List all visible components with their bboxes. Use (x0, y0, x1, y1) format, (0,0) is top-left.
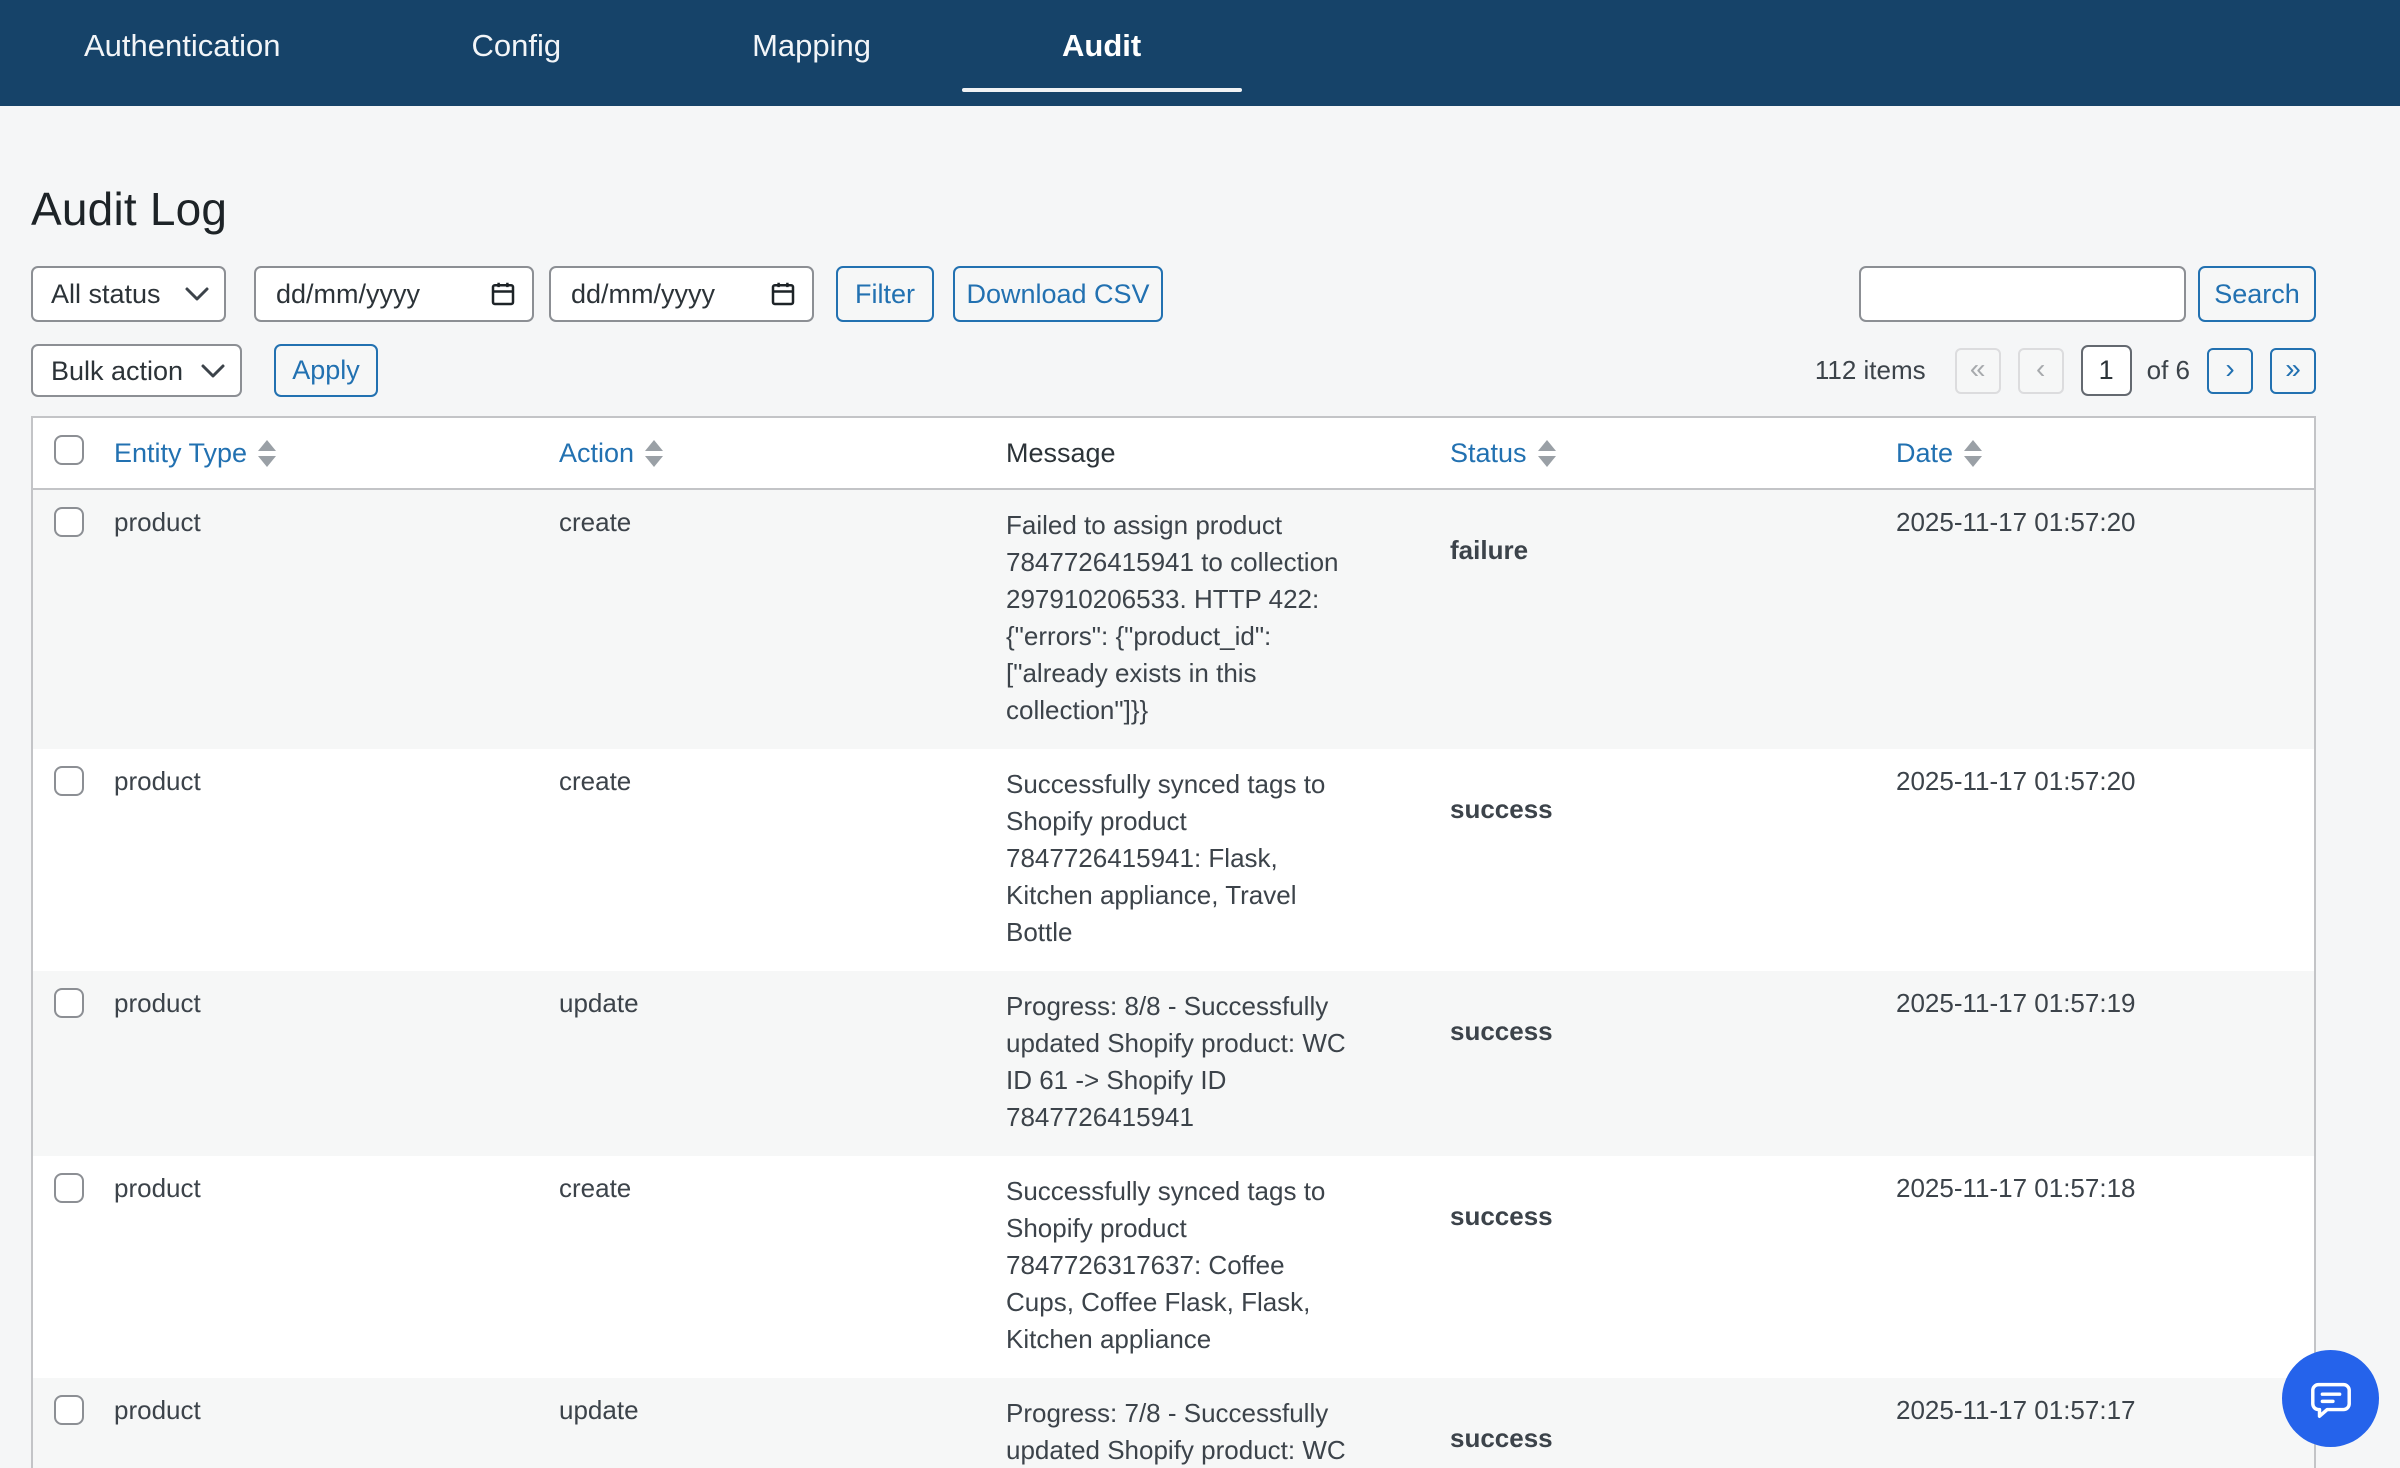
action-cell: create (559, 507, 632, 537)
audit-log-table: Entity Type Action Message Status (31, 416, 2316, 1468)
sort-icon (1537, 439, 1556, 467)
tab-authentication[interactable]: Authentication (84, 0, 280, 92)
current-page-input[interactable] (2080, 345, 2132, 396)
status-filter-select[interactable]: All status (31, 266, 226, 322)
tab-config[interactable]: Config (471, 0, 561, 92)
next-page-button[interactable]: › (2207, 347, 2253, 394)
tab-label: Mapping (752, 28, 872, 63)
bulk-actions-select-wrap: Bulk actions (31, 344, 242, 397)
status-badge: success (1450, 794, 1553, 824)
column-header-label: Entity Type (114, 437, 248, 468)
date-from-input[interactable] (254, 266, 534, 322)
column-header-label: Action (559, 437, 635, 468)
tab-mapping[interactable]: Mapping (752, 0, 871, 92)
date-to-field-wrap (549, 266, 814, 322)
last-page-button[interactable]: » (2270, 347, 2316, 394)
table-row: product update Progress: 8/8 - Successfu… (33, 971, 2314, 1156)
filters-toolbar: All status Filter Download CSV Search (31, 266, 2316, 322)
message-cell: Progress: 7/8 - Successfully updated Sho… (1006, 1398, 1346, 1465)
date-to-input[interactable] (549, 266, 814, 322)
first-page-button[interactable]: « (1954, 347, 2001, 394)
tab-audit[interactable]: Audit (1062, 0, 1141, 92)
total-pages-label: of 6 (2146, 355, 2190, 385)
column-header-entity-type[interactable]: Entity Type (114, 437, 277, 469)
bulk-actions-select[interactable]: Bulk actions (31, 344, 242, 397)
download-csv-button[interactable]: Download CSV (953, 266, 1163, 322)
action-cell: create (559, 1173, 632, 1203)
column-header-status[interactable]: Status (1450, 438, 1556, 469)
action-cell: create (559, 766, 632, 796)
status-badge: success (1450, 1201, 1553, 1231)
action-cell: update (559, 988, 639, 1018)
entity-type-cell: product (114, 1173, 201, 1203)
toolbar-spacer (1163, 266, 1859, 322)
entity-type-cell: product (114, 988, 201, 1018)
entity-type-cell: product (114, 507, 201, 537)
search-button[interactable]: Search (2198, 266, 2316, 322)
tab-label: Config (471, 28, 562, 63)
bulk-actions-bar: Bulk actions Apply 112 items « ‹ of 6 › … (31, 344, 2316, 397)
sort-icon (645, 439, 664, 467)
table-header-row: Entity Type Action Message Status (33, 418, 2314, 490)
previous-page-button[interactable]: ‹ (2017, 347, 2064, 394)
select-all-checkbox[interactable] (54, 434, 84, 465)
message-cell: Successfully synced tags to Shopify prod… (1006, 1176, 1326, 1354)
table-row: product update Progress: 7/8 - Successfu… (33, 1378, 2314, 1468)
row-checkbox[interactable] (54, 1395, 84, 1425)
row-checkbox[interactable] (54, 766, 84, 796)
column-header-date[interactable]: Date (1896, 437, 1983, 469)
filter-button[interactable]: Filter (836, 266, 934, 322)
message-cell: Progress: 8/8 - Successfully updated Sho… (1006, 991, 1346, 1132)
message-cell: Successfully synced tags to Shopify prod… (1006, 769, 1326, 947)
tab-label: Authentication (84, 28, 281, 63)
status-filter-select-wrap: All status (31, 266, 226, 322)
message-cell: Failed to assign product 7847726415941 t… (1006, 510, 1339, 725)
table-row: product create Failed to assign product … (33, 490, 2314, 749)
date-cell: 2025-11-17 01:57:18 (1896, 1173, 2136, 1203)
search-input[interactable] (1859, 266, 2186, 322)
sort-icon (258, 439, 277, 467)
page-title: Audit Log (31, 183, 228, 235)
sort-icon (1964, 439, 1983, 467)
status-badge: success (1450, 1423, 1553, 1453)
status-badge: failure (1450, 535, 1529, 565)
entity-type-cell: product (114, 766, 201, 796)
date-from-field-wrap (254, 266, 534, 322)
table-row: product create Successfully synced tags … (33, 1156, 2314, 1378)
date-cell: 2025-11-17 01:57:20 (1896, 507, 2136, 537)
date-cell: 2025-11-17 01:57:17 (1896, 1395, 2136, 1425)
column-header-label: Status (1450, 437, 1527, 468)
action-cell: update (559, 1395, 639, 1425)
tab-label: Audit (1062, 28, 1142, 63)
row-checkbox[interactable] (54, 507, 84, 537)
row-checkbox[interactable] (54, 1173, 84, 1203)
date-cell: 2025-11-17 01:57:19 (1896, 988, 2136, 1018)
entity-type-cell: product (114, 1395, 201, 1425)
date-cell: 2025-11-17 01:57:20 (1896, 766, 2136, 796)
table-row: product create Successfully synced tags … (33, 749, 2314, 971)
chat-launcher-button[interactable] (2282, 1350, 2379, 1447)
top-navigation: Authentication Config Mapping Audit (0, 0, 2400, 106)
status-badge: success (1450, 1016, 1553, 1046)
column-header-action[interactable]: Action (559, 437, 664, 469)
items-count: 112 items (1814, 355, 1926, 385)
column-header-message: Message (1006, 437, 1116, 468)
apply-button[interactable]: Apply (274, 344, 378, 397)
chat-bubble-icon (2308, 1376, 2354, 1422)
row-checkbox[interactable] (54, 988, 84, 1018)
column-header-label: Date (1896, 437, 1954, 468)
